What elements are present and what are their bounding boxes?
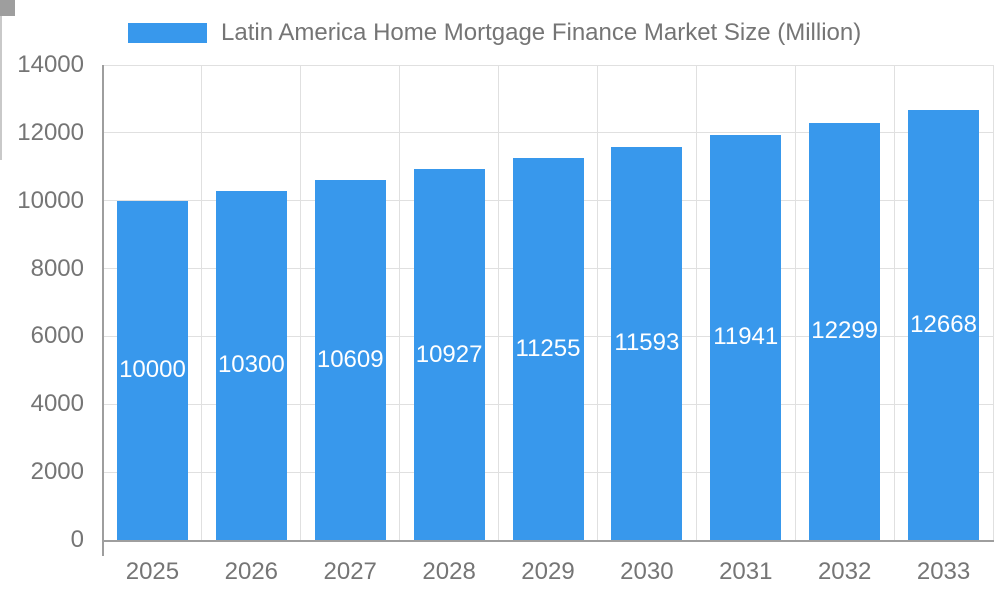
x-tick <box>0 96 2 112</box>
y-tick <box>0 8 15 10</box>
x-tick <box>0 128 2 144</box>
bar[interactable] <box>413 169 485 540</box>
x-tick <box>0 48 2 64</box>
y-grid-line <box>103 64 993 66</box>
bar-value-label: 10300 <box>217 351 285 379</box>
bar-value-label: 10000 <box>119 356 186 384</box>
bar[interactable] <box>809 122 881 540</box>
plot-area: 0 2000 4000 6000 8000 10000 12000 14000 10000 202… <box>0 0 1000 585</box>
y-tick-label: 8000 <box>30 254 84 282</box>
legend-label: Latin America Home Mortgage Finance Mark… <box>221 19 862 46</box>
y-tick-label: 0 <box>70 526 84 553</box>
x-tick-label: 2027 <box>323 558 377 585</box>
y-tick-label: 14000 <box>17 51 84 78</box>
x-tick-label: 2029 <box>521 558 575 585</box>
bar[interactable] <box>710 134 782 540</box>
bar-value-label: 11593 <box>614 329 680 357</box>
y-tick <box>0 4 15 6</box>
y-tick-label: 10000 <box>17 186 84 214</box>
x-tick-label: 2032 <box>817 558 872 585</box>
x-tick-label: 2033 <box>916 558 971 585</box>
x-grid-line <box>794 65 796 540</box>
x-tick <box>0 16 2 32</box>
x-grid-line <box>893 65 895 540</box>
bar[interactable] <box>116 200 188 540</box>
x-tick-label: 2031 <box>719 558 773 585</box>
y-grid-line <box>103 132 993 134</box>
y-tick-label: 2000 <box>30 458 84 486</box>
y-tick-label: 6000 <box>30 322 84 350</box>
x-grid-line <box>596 65 598 540</box>
y-axis-line <box>102 65 104 556</box>
y-tick <box>0 0 15 2</box>
y-tick-label: 12000 <box>17 118 84 146</box>
y-tick-label: 4000 <box>30 390 84 418</box>
bar[interactable] <box>215 190 287 540</box>
x-tick <box>0 80 2 96</box>
x-tick <box>0 144 2 160</box>
x-tick-label: 2030 <box>620 558 674 585</box>
x-grid-line <box>300 65 302 540</box>
bar-value-label: 11941 <box>713 323 779 351</box>
x-tick-label: 2025 <box>125 558 180 585</box>
bar[interactable] <box>314 180 386 540</box>
bar[interactable] <box>908 110 980 540</box>
x-tick <box>0 64 2 80</box>
x-grid-line <box>992 65 994 540</box>
legend-swatch-icon <box>128 23 207 43</box>
x-tick <box>0 32 2 48</box>
x-grid-line <box>695 65 697 540</box>
x-tick-label: 2026 <box>224 558 279 585</box>
x-tick <box>0 112 2 128</box>
bar-value-label: 11255 <box>515 335 581 363</box>
bar-value-label: 12668 <box>910 311 977 339</box>
bar-value-label: 10609 <box>316 346 384 374</box>
x-axis-line <box>102 540 994 542</box>
y-tick <box>0 14 15 16</box>
x-grid-line <box>498 65 500 540</box>
bar[interactable] <box>512 158 584 540</box>
bar-value-label: 12299 <box>811 317 879 345</box>
y-tick <box>0 6 15 8</box>
bar[interactable] <box>611 146 683 540</box>
x-tick-label: 2028 <box>422 558 476 585</box>
y-tick <box>0 10 15 12</box>
x-grid-line <box>201 65 203 540</box>
x-grid-line <box>399 65 401 540</box>
legend-item[interactable]: Latin America Home Mortgage Finance Mark… <box>128 19 861 47</box>
y-tick <box>0 12 15 14</box>
bar-value-label: 10927 <box>415 340 483 368</box>
y-tick <box>0 2 15 4</box>
